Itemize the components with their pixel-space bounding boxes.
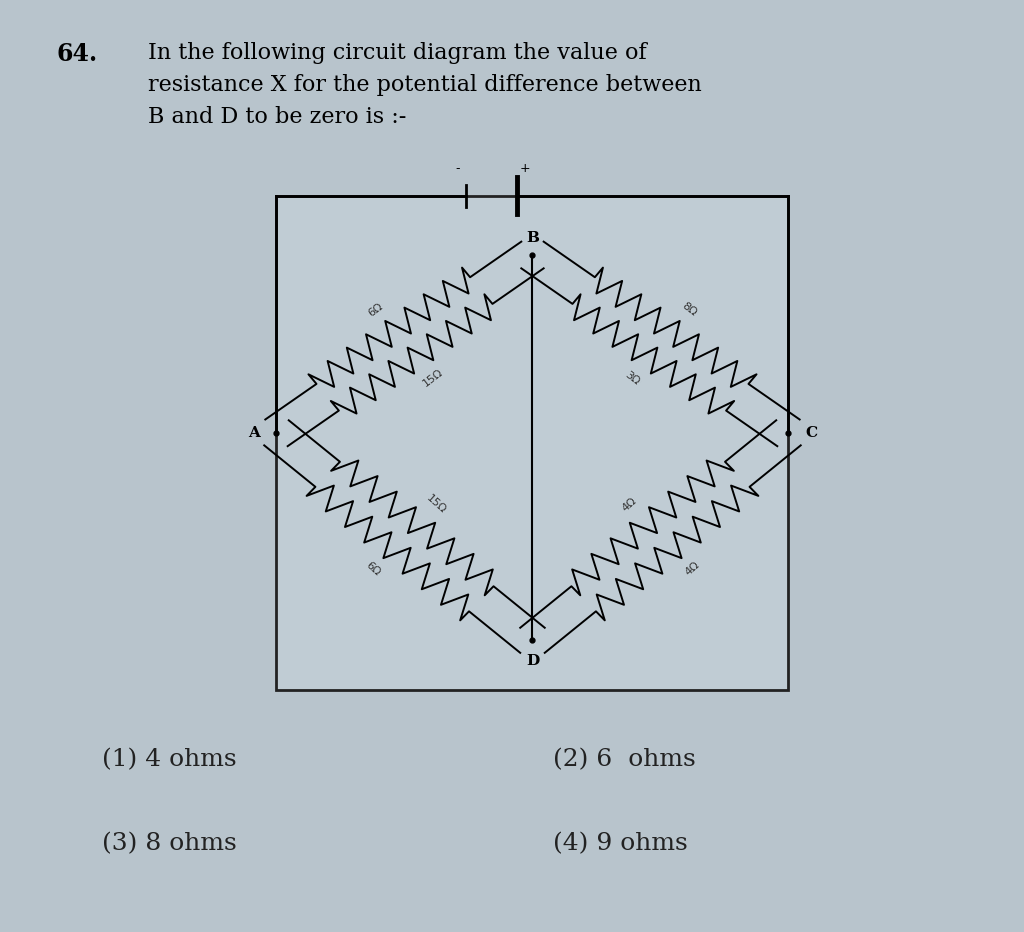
Text: 4Ω: 4Ω bbox=[620, 496, 638, 514]
Text: C: C bbox=[805, 426, 817, 440]
Text: (1) 4 ohms: (1) 4 ohms bbox=[102, 748, 237, 771]
Text: (2) 6  ohms: (2) 6 ohms bbox=[553, 748, 695, 771]
FancyBboxPatch shape bbox=[276, 196, 788, 690]
Text: 3Ω: 3Ω bbox=[623, 369, 641, 387]
Text: (4) 9 ohms: (4) 9 ohms bbox=[553, 832, 688, 855]
Text: B: B bbox=[526, 231, 539, 245]
Text: 4Ω: 4Ω bbox=[683, 559, 701, 578]
Text: 6Ω: 6Ω bbox=[367, 301, 385, 319]
Text: 64.: 64. bbox=[56, 42, 97, 66]
Text: (3) 8 ohms: (3) 8 ohms bbox=[102, 832, 238, 855]
Text: D: D bbox=[526, 653, 539, 668]
Text: In the following circuit diagram the value of
resistance X for the potential dif: In the following circuit diagram the val… bbox=[148, 42, 702, 129]
Text: -: - bbox=[456, 162, 460, 175]
Text: +: + bbox=[520, 162, 530, 175]
Text: 8Ω: 8Ω bbox=[680, 301, 698, 319]
Text: 15Ω: 15Ω bbox=[421, 367, 445, 389]
Text: 15Ω: 15Ω bbox=[424, 493, 447, 515]
Text: 6Ω: 6Ω bbox=[365, 560, 382, 578]
Text: A: A bbox=[248, 426, 260, 440]
